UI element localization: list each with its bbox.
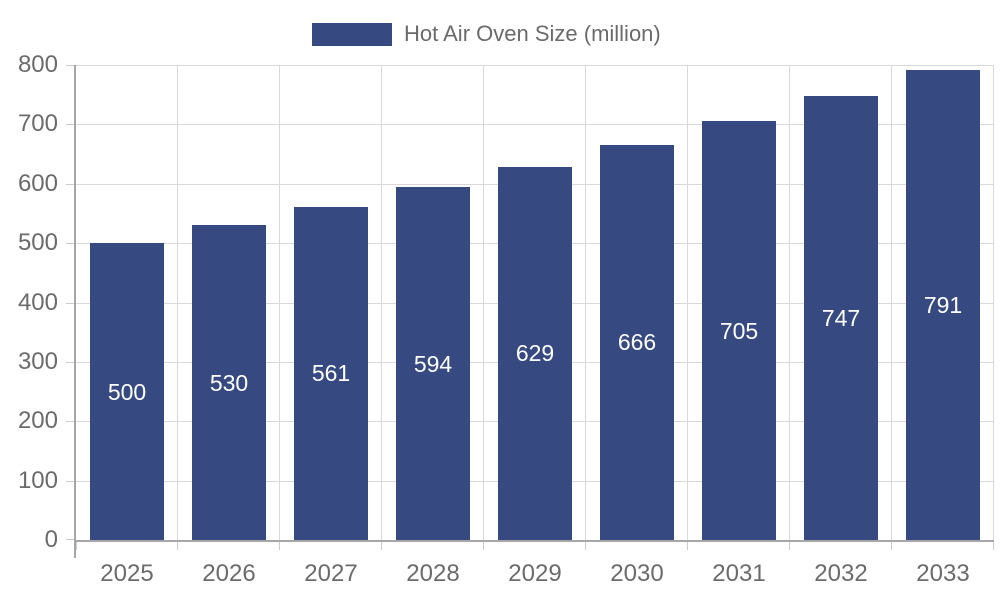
y-tick-label: 300 [17, 347, 58, 375]
y-tick-label: 500 [17, 229, 58, 257]
x-tick [687, 542, 688, 550]
y-tick-label: 600 [17, 169, 58, 197]
legend-swatch-icon [312, 22, 392, 46]
y-gridline [76, 124, 994, 126]
y-tick-label: 400 [17, 288, 58, 316]
bar[interactable]: 791 [906, 70, 980, 540]
x-gridline [993, 65, 994, 540]
x-gridline [891, 65, 892, 540]
x-gridline [381, 65, 382, 540]
x-tick-label: 2032 [814, 560, 868, 587]
y-tick [66, 421, 74, 423]
x-tick-label: 2026 [202, 560, 256, 587]
x-gridline [789, 65, 790, 540]
x-tick [279, 542, 280, 550]
y-tick [66, 539, 74, 540]
y-tick [66, 243, 74, 245]
x-tick [585, 542, 586, 550]
x-tick [993, 542, 994, 550]
bar[interactable]: 500 [90, 243, 164, 540]
y-tick [66, 65, 74, 66]
x-tick [483, 542, 484, 550]
bar[interactable]: 561 [294, 206, 368, 540]
x-tick-label: 2027 [304, 560, 358, 587]
bar-value-label: 791 [923, 292, 963, 319]
x-gridline [585, 65, 586, 540]
bar-value-label: 594 [413, 350, 453, 377]
y-tick-label: 0 [44, 526, 58, 553]
bar-value-label: 629 [515, 340, 555, 367]
bar-value-label: 561 [311, 360, 351, 387]
x-tick-label: 2031 [712, 560, 766, 587]
bar-value-label: 747 [821, 305, 861, 332]
plot-area: 0 100 200 300 400 500 600 700 800 500 2025 530 2026 5… [18, 53, 994, 586]
bar[interactable]: 594 [396, 187, 470, 540]
x-gridline [687, 65, 688, 540]
legend-item[interactable]: Hot Air Oven Size (million) [312, 21, 661, 47]
bar-value-label: 500 [107, 378, 147, 405]
x-tick-label: 2028 [406, 560, 460, 587]
y-tick-label: 200 [17, 407, 58, 435]
x-tick-label: 2029 [508, 560, 562, 587]
y-tick-label: 700 [17, 110, 58, 138]
x-gridline [279, 65, 280, 540]
x-tick-label: 2030 [610, 560, 664, 587]
y-gridline [76, 65, 994, 66]
x-tick [789, 542, 790, 550]
x-tick [177, 542, 178, 550]
y-tick-label: 100 [17, 466, 58, 494]
bar[interactable]: 629 [498, 166, 572, 540]
x-gridline [483, 65, 484, 540]
bar-value-label: 666 [617, 329, 657, 356]
x-tick [76, 542, 77, 550]
axis-origin-tick [74, 542, 76, 558]
y-tick [66, 361, 74, 363]
bar[interactable]: 666 [600, 144, 674, 540]
y-tick-label: 800 [17, 51, 58, 78]
y-tick [66, 302, 74, 304]
x-tick [891, 542, 892, 550]
x-tick-label: 2033 [916, 560, 970, 587]
bar[interactable]: 705 [702, 121, 776, 540]
y-tick [66, 124, 74, 126]
x-tick [381, 542, 382, 550]
bar[interactable]: 747 [804, 96, 878, 540]
bar-value-label: 530 [209, 369, 249, 396]
bar[interactable]: 530 [192, 225, 266, 540]
x-gridline [177, 65, 178, 540]
y-tick [66, 183, 74, 185]
y-tick [66, 480, 74, 482]
legend-label: Hot Air Oven Size (million) [404, 21, 661, 46]
x-tick-label: 2025 [100, 560, 154, 587]
bar-value-label: 705 [719, 317, 759, 344]
